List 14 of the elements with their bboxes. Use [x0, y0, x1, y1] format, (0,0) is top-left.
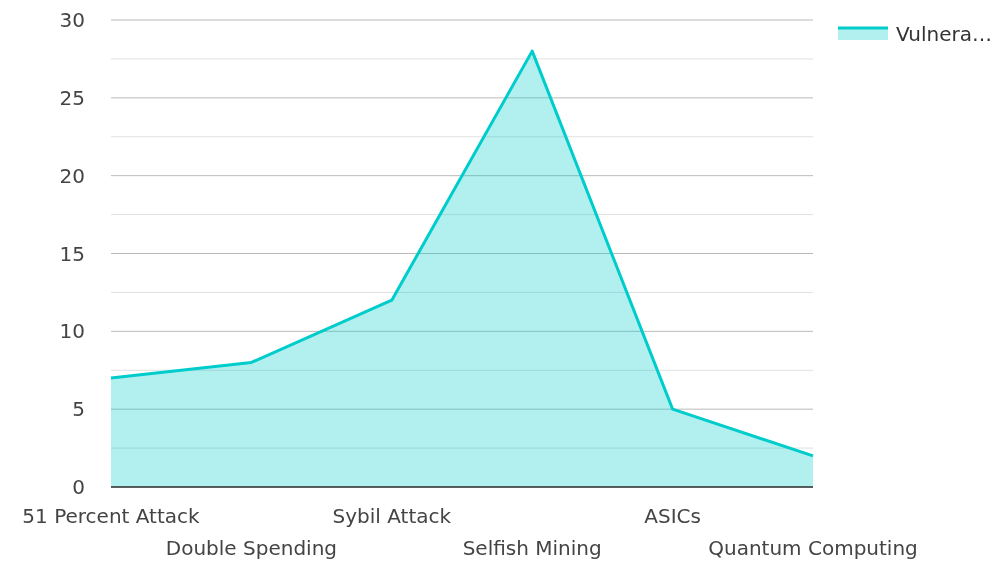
x-tick-label: Selfish Mining — [462, 536, 602, 560]
x-tick-label: 51 Percent Attack — [22, 504, 201, 528]
y-tick-label: 15 — [59, 241, 85, 266]
x-tick-label: Double Spending — [165, 536, 338, 560]
x-tick-label: Quantum Computing — [708, 536, 918, 560]
y-tick-label: 5 — [72, 397, 85, 422]
legend-label: Vulnera… — [896, 22, 993, 46]
y-tick-label: 0 — [72, 475, 85, 499]
y-tick-label: 25 — [59, 85, 85, 110]
y-tick-label: 10 — [59, 319, 85, 344]
x-tick-label: ASICs — [644, 504, 701, 528]
y-tick-label: 30 — [59, 8, 85, 32]
y-tick-label: 20 — [59, 163, 85, 188]
x-tick-label: Sybil Attack — [332, 504, 452, 528]
